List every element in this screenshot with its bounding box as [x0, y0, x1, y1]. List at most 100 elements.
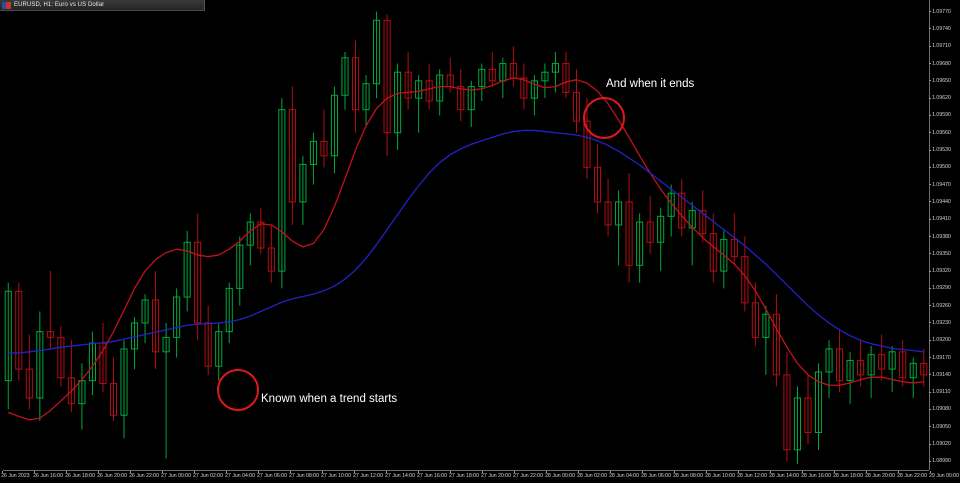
price-tick-mark: [929, 80, 931, 82]
annotation-trend-end-label: And when it ends: [606, 78, 695, 90]
candle: [36, 311, 44, 421]
candle: [299, 155, 307, 225]
price-tick-label: 1.09740: [932, 25, 951, 32]
time-tick-label: 28 Jun 08:00: [673, 473, 703, 479]
candle: [615, 190, 623, 266]
price-tick-label: 1.09440: [932, 198, 951, 205]
time-tick-label: 27 Jun 02:00: [193, 473, 223, 479]
time-tick-mark: [418, 471, 419, 473]
time-tick-mark: [514, 471, 515, 473]
time-tick-mark: [578, 471, 579, 473]
candle: [373, 11, 381, 99]
price-tick-mark: [929, 218, 931, 220]
time-tick-label: 27 Jun 04:00: [225, 473, 255, 479]
price-tick: 1.09350: [929, 250, 951, 258]
time-tick: 28 Jun 14:00: [769, 471, 800, 480]
candle: [4, 282, 12, 410]
time-tick-mark: [866, 471, 867, 473]
time-axis[interactable]: 26 Jun 2023 26 Jun 16:00 26 Jun 18:00 26 Ju…: [0, 470, 960, 483]
candle: [309, 132, 317, 185]
candle: [688, 201, 696, 266]
price-tick: 1.09470: [929, 181, 951, 189]
price-tick-mark: [929, 339, 931, 341]
price-tick-mark: [929, 460, 931, 462]
price-tick: 1.09590: [929, 111, 951, 119]
price-tick-mark: [929, 374, 931, 376]
time-tick: 29 Jun 00:00: [929, 471, 960, 480]
time-tick-mark: [482, 471, 483, 473]
candle: [99, 322, 107, 393]
time-tick-mark: [834, 471, 835, 473]
candle: [341, 52, 349, 110]
time-tick: 28 Jun 02:00: [577, 471, 608, 480]
candle: [772, 294, 780, 387]
time-tick: 27 Jun 02:00: [193, 471, 224, 480]
slow-ma-line: [8, 129, 924, 354]
time-tick: 28 Jun 16:00: [801, 471, 832, 480]
price-tick-mark: [929, 357, 931, 359]
time-tick-label: 27 Jun 16:00: [417, 473, 447, 479]
candle: [257, 207, 265, 254]
window-titlebar: EURUSD, H1: Euro vs US Dollar: [0, 0, 205, 11]
time-tick-mark: [610, 471, 611, 473]
price-tick-mark: [929, 322, 931, 324]
candle: [562, 52, 570, 99]
price-axis[interactable]: 1.09770 1.09740 1.09710 1.09680 1.09650 1.096…: [929, 0, 960, 470]
price-tick-mark: [929, 391, 931, 393]
time-tick: 28 Jun 22:00: [897, 471, 928, 480]
price-tick: 1.09290: [929, 284, 951, 292]
time-tick-label: 26 Jun 22:00: [129, 473, 159, 479]
price-tick-mark: [929, 201, 931, 203]
time-tick-mark: [738, 471, 739, 473]
time-tick: 26 Jun 2023: [1, 471, 31, 480]
price-tick: 1.09230: [929, 319, 951, 327]
price-tick-label: 1.09260: [932, 302, 951, 309]
time-tick-mark: [226, 471, 227, 473]
time-tick-label: 27 Jun 06:00: [257, 473, 287, 479]
time-tick-label: 26 Jun 2023: [1, 473, 30, 479]
price-tick-label: 1.09140: [932, 371, 951, 378]
time-tick-mark: [354, 471, 355, 473]
candle: [793, 386, 802, 465]
time-tick: 27 Jun 06:00: [257, 471, 288, 480]
candle: [362, 75, 370, 127]
chart-plot-area[interactable]: [3, 3, 929, 470]
price-tick-label: 1.09650: [932, 77, 951, 84]
candle: [204, 305, 212, 375]
candle: [130, 317, 139, 370]
price-tick: 1.09440: [929, 198, 951, 206]
candle: [530, 75, 538, 116]
time-tick-mark: [66, 471, 67, 473]
price-tick: 1.09710: [929, 42, 951, 50]
time-tick-label: 27 Jun 00:00: [161, 473, 191, 479]
candle: [457, 69, 465, 122]
price-tick-label: 1.09320: [932, 268, 951, 275]
candle: [478, 63, 486, 102]
price-tick-label: 1.09680: [932, 60, 951, 67]
time-tick-label: 27 Jun 20:00: [481, 473, 511, 479]
candle: [141, 294, 149, 344]
candle: [215, 322, 223, 381]
time-tick: 27 Jun 12:00: [353, 471, 384, 480]
time-tick-mark: [386, 471, 387, 473]
price-tick-mark: [929, 166, 931, 168]
price-tick-mark: [929, 132, 931, 134]
candle: [593, 144, 602, 214]
candle: [499, 57, 507, 99]
candle: [899, 340, 907, 387]
time-tick: 27 Jun 22:00: [513, 471, 544, 480]
candle: [404, 52, 412, 110]
time-tick: 28 Jun 10:00: [705, 471, 736, 480]
time-tick-label: 27 Jun 10:00: [321, 473, 351, 479]
candle: [225, 282, 233, 344]
candle: [730, 213, 738, 266]
price-tick-mark: [929, 443, 931, 445]
candle: [520, 63, 528, 110]
candle: [814, 363, 823, 450]
window-title: EURUSD, H1: Euro vs US Dollar: [14, 1, 105, 8]
candle: [783, 351, 791, 462]
candle: [857, 340, 865, 387]
time-tick-mark: [546, 471, 547, 473]
price-tick: 1.08990: [929, 457, 951, 465]
